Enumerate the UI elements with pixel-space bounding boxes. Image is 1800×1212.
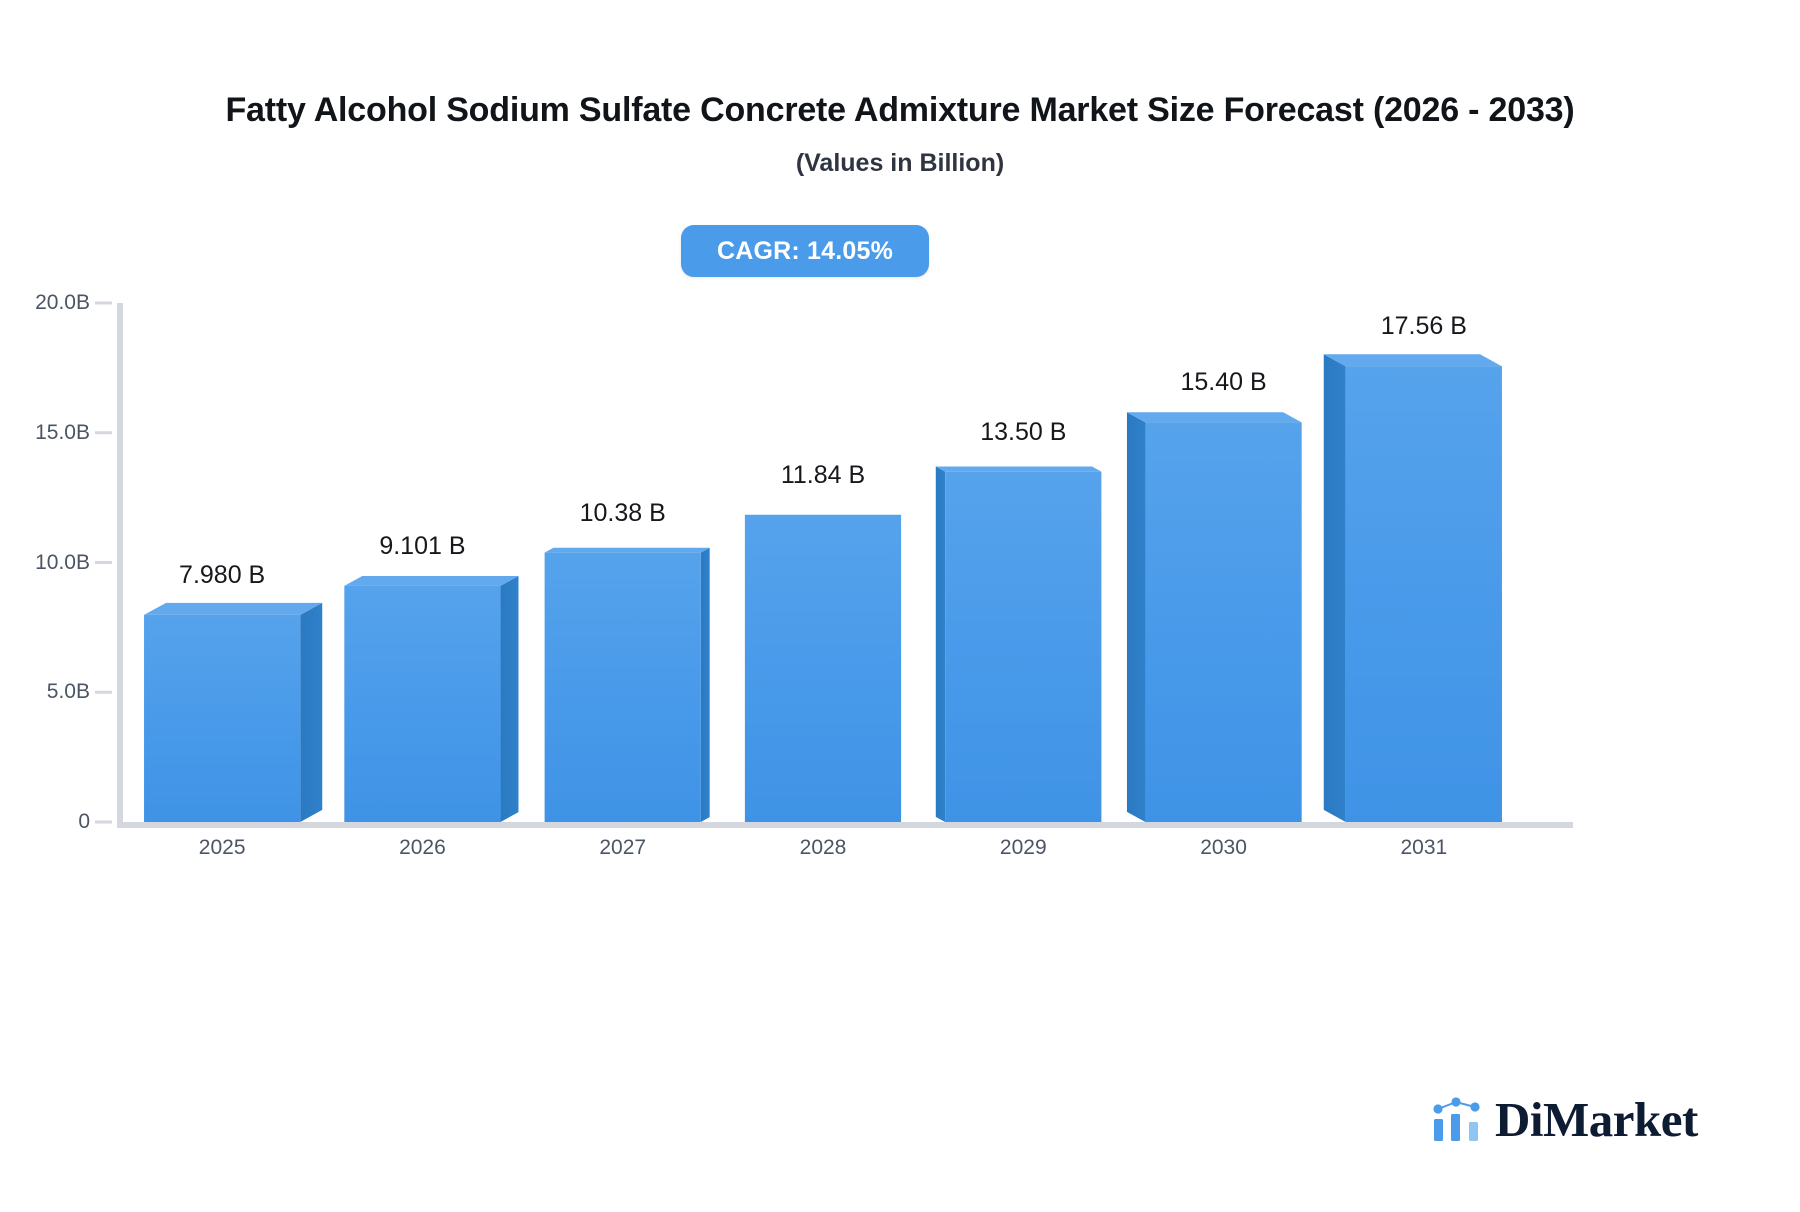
- x-axis-tick-label: 2031: [1400, 836, 1448, 859]
- bar-top-face: [544, 547, 710, 553]
- bar-value-label: 17.56 B: [1380, 312, 1467, 341]
- x-axis-line: [117, 822, 1573, 828]
- bar-value-label: 13.50 B: [980, 417, 1067, 446]
- bar-group: [144, 602, 323, 822]
- bar-top-face: [935, 466, 1102, 472]
- y-axis-tick-label: 0: [78, 810, 90, 833]
- y-axis-tick-label: 20.0B: [35, 291, 90, 314]
- bar-side-face: [500, 575, 519, 822]
- bar-front-face: [945, 471, 1102, 822]
- bar-front-face: [544, 552, 701, 822]
- bar-value-label: 11.84 B: [780, 460, 866, 489]
- bar-group: [1323, 354, 1502, 822]
- bar-value-label: 15.40 B: [1180, 368, 1267, 397]
- bar-front-face: [1345, 366, 1502, 822]
- x-axis-tick-label: 2030: [1200, 836, 1247, 859]
- y-axis-tick-label: 10.0B: [35, 550, 90, 574]
- bar-top-face: [344, 575, 519, 586]
- bar-top-face: [144, 602, 323, 615]
- y-axis-tick-mark: [95, 820, 112, 824]
- title-block: Fatty Alcohol Sodium Sulfate Concrete Ad…: [150, 88, 1650, 178]
- x-axis-tick-label: 2026: [399, 836, 446, 859]
- bar-chart-logo-icon: [1432, 1096, 1484, 1143]
- page-title: Fatty Alcohol Sodium Sulfate Concrete Ad…: [225, 91, 1575, 129]
- bar-side-face: [1323, 354, 1346, 822]
- cagr-badge: CAGR: 14.05%: [681, 225, 929, 277]
- bar-group: [344, 575, 519, 822]
- brand-logo: DiMarket: [1432, 1095, 1698, 1144]
- bar-value-label: 7.980 B: [179, 560, 266, 589]
- bar-group: [544, 547, 710, 822]
- bar-group: [744, 514, 902, 822]
- brand-name: DiMarket: [1495, 1092, 1698, 1147]
- bars-group: [144, 354, 1502, 822]
- bar-value-label: 10.38 B: [579, 498, 666, 527]
- bar-group: [1126, 412, 1302, 822]
- y-axis-tick-label: 5.0B: [46, 680, 90, 704]
- bar-side-face: [935, 466, 946, 822]
- bar-front-face: [1145, 422, 1302, 822]
- chart-subtitle: (Values in Billion): [795, 148, 1005, 177]
- bar-side-face: [1126, 412, 1146, 822]
- x-axis-tick-label: 2025: [198, 836, 246, 859]
- x-axis-tick-label: 2029: [999, 836, 1047, 859]
- bar-side-face: [300, 602, 323, 822]
- bar-front-face: [344, 585, 501, 822]
- y-axis-tick-label: 15.0B: [35, 420, 90, 444]
- bar-front-face: [744, 514, 902, 822]
- bar-value-label: 9.101 B: [379, 531, 466, 560]
- y-axis-tick-mark: [95, 301, 112, 305]
- bar-chart-logo-icon-svg: [1433, 1096, 1480, 1141]
- bar-side-face: [700, 547, 710, 822]
- y-axis-tick-mark: [95, 690, 112, 694]
- bar-top-face: [1323, 354, 1502, 367]
- x-axis-tick-label: 2028: [799, 836, 847, 859]
- bar-top-face: [1126, 412, 1302, 423]
- y-axis-tick-mark: [95, 431, 112, 435]
- bar-front-face: [144, 614, 301, 822]
- x-axis-tick-label: 2027: [599, 836, 647, 859]
- bar-group: [935, 466, 1102, 822]
